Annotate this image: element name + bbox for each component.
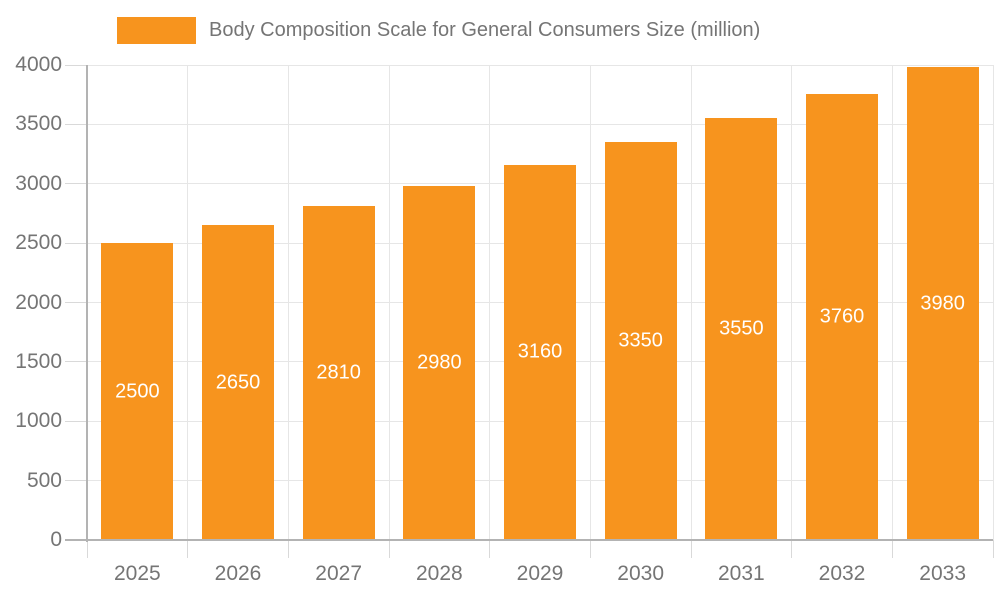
y-axis-tick	[65, 64, 87, 66]
bar[interactable]	[202, 225, 274, 540]
y-axis-line	[86, 65, 88, 542]
gridline-vertical	[690, 65, 692, 540]
y-axis-tick	[65, 480, 87, 482]
bar[interactable]	[604, 142, 677, 540]
y-axis-tick	[65, 302, 87, 303]
gridline-vertical	[791, 65, 793, 540]
y-axis-tick	[65, 183, 87, 185]
legend-item[interactable]: Body Composition Scale for General Consu…	[117, 14, 760, 46]
bar-value-label: 2810	[316, 361, 361, 384]
gridline-vertical	[992, 65, 994, 540]
gridline-vertical	[287, 65, 289, 540]
y-axis-tick-label: 3500	[15, 112, 62, 136]
gridline-vertical	[589, 65, 591, 540]
bar[interactable]	[302, 206, 375, 540]
gridline-horizontal	[87, 64, 993, 66]
bar[interactable]	[504, 164, 576, 540]
x-axis-tick	[690, 540, 692, 558]
gridline-vertical	[187, 65, 189, 540]
y-axis-tick	[65, 123, 87, 125]
y-axis-tick-label: 4000	[15, 53, 62, 76]
x-axis-tick-label: 2030	[617, 562, 665, 585]
y-axis-tick	[65, 420, 87, 422]
gridline-vertical	[891, 65, 893, 540]
y-axis-tick-label: 2000	[15, 290, 62, 314]
x-axis-tick	[287, 540, 289, 558]
bar-value-label: 3550	[719, 317, 764, 340]
y-axis-tick-label: 500	[26, 468, 62, 492]
x-axis-tick	[187, 540, 189, 558]
bar-value-label: 3760	[819, 305, 865, 328]
y-axis-tick-label: 1000	[15, 409, 62, 433]
legend-swatch	[117, 16, 196, 44]
x-axis-tick	[891, 540, 893, 558]
y-axis-tick-label: 3000	[15, 171, 62, 195]
bar[interactable]	[806, 93, 878, 540]
bar[interactable]	[101, 243, 174, 540]
x-axis-tick-label: 2026	[214, 562, 262, 585]
x-axis-tick-label: 2027	[315, 562, 363, 585]
bar-value-label: 3980	[920, 292, 965, 315]
bar-value-label: 2500	[115, 380, 160, 403]
x-axis-tick	[86, 540, 88, 558]
x-axis-tick	[791, 540, 793, 558]
gridline-horizontal	[87, 123, 993, 125]
bar[interactable]	[403, 186, 476, 540]
bar-value-label: 2980	[417, 351, 462, 374]
bar-value-label: 2650	[215, 371, 261, 394]
x-axis-tick-label: 2031	[717, 562, 765, 585]
gridline-vertical	[489, 65, 491, 540]
x-axis-tick-label: 2032	[818, 562, 866, 585]
legend-label: Body Composition Scale for General Consu…	[209, 18, 761, 41]
y-axis-tick-label: 1500	[15, 349, 62, 373]
bar[interactable]	[705, 118, 778, 540]
x-axis-tick	[388, 540, 390, 558]
x-axis-tick	[589, 540, 591, 558]
y-axis-tick	[65, 242, 87, 244]
bar[interactable]	[906, 67, 979, 540]
y-axis-tick	[65, 361, 87, 363]
x-axis-tick	[992, 540, 994, 558]
bar-value-label: 3350	[618, 329, 663, 352]
y-axis-tick-label: 2500	[15, 231, 62, 255]
x-axis-tick-label: 2033	[919, 562, 967, 585]
x-axis-tick	[489, 540, 491, 558]
x-axis-tick-label: 2028	[415, 562, 463, 585]
bar-value-label: 3160	[517, 340, 563, 363]
x-axis-line	[65, 539, 993, 541]
x-axis-tick-label: 2025	[113, 562, 161, 585]
y-axis-tick-label: 0	[50, 528, 62, 551]
x-axis-tick-label: 2029	[516, 562, 564, 585]
gridline-vertical	[388, 65, 390, 540]
